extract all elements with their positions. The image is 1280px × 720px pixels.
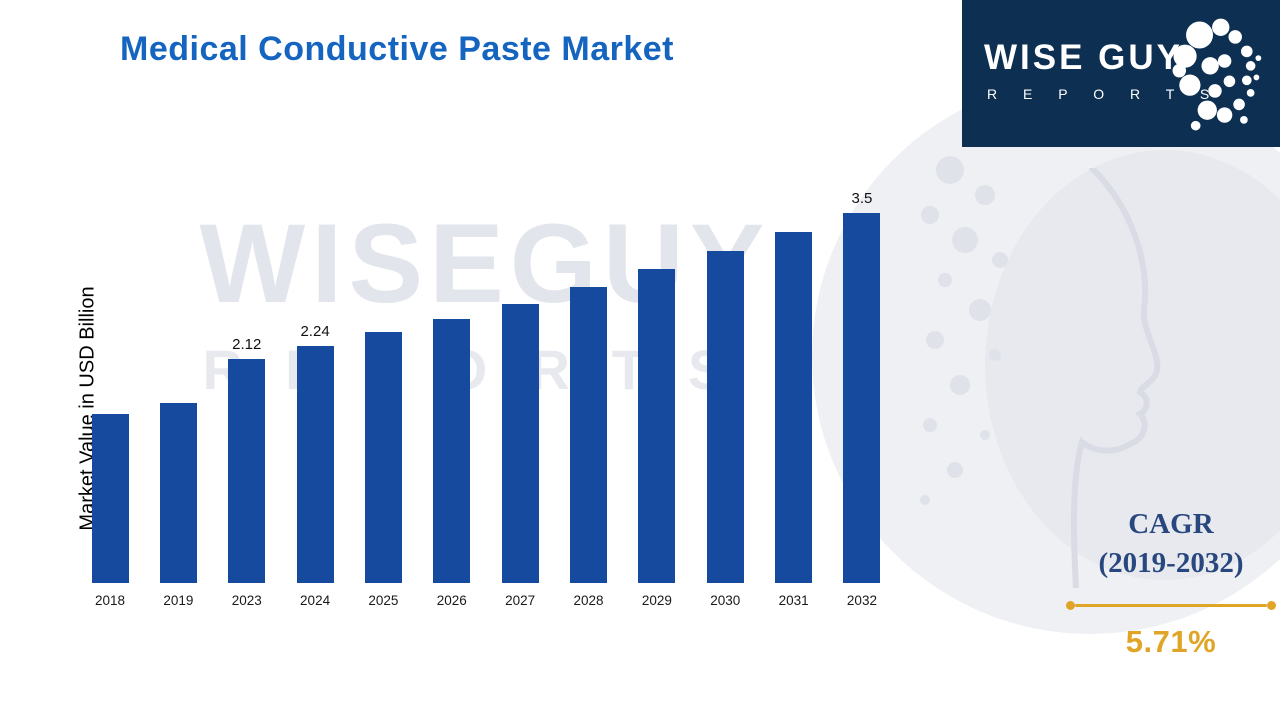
wiseguy-logo-block: WISE GUY R E P O R T S bbox=[962, 0, 1280, 147]
bar bbox=[501, 304, 539, 583]
divider-dot-right bbox=[1267, 601, 1276, 611]
x-tick-label: 2029 bbox=[641, 593, 672, 608]
bar bbox=[570, 287, 608, 583]
cagr-block: CAGR (2019-2032) 5.71% bbox=[1066, 505, 1276, 660]
bar bbox=[364, 332, 402, 583]
x-tick-label: 2024 bbox=[300, 593, 331, 608]
cagr-value: 5.71% bbox=[1125, 624, 1217, 660]
bar bbox=[91, 414, 129, 583]
bar bbox=[296, 346, 334, 583]
bar bbox=[775, 232, 813, 583]
x-tick-label: 2032 bbox=[846, 593, 877, 608]
x-tick-label: 2028 bbox=[573, 593, 604, 608]
bar bbox=[843, 213, 881, 583]
logo-name: WISE GUY bbox=[984, 38, 1184, 77]
divider-line bbox=[1075, 604, 1267, 608]
bar-column: 2026 bbox=[418, 160, 486, 608]
x-tick-label: 2019 bbox=[163, 593, 194, 608]
x-tick-label: 2027 bbox=[505, 593, 536, 608]
bar-column: 2019 bbox=[144, 160, 212, 608]
bar bbox=[706, 251, 744, 583]
decorative-dots bbox=[920, 156, 1008, 505]
bar bbox=[433, 319, 471, 583]
bar bbox=[159, 403, 197, 583]
bar-column: 2027 bbox=[486, 160, 554, 608]
bar-column: 2028 bbox=[555, 160, 623, 608]
divider-dot-left bbox=[1066, 601, 1075, 611]
bar-value-label: 2.12 bbox=[232, 336, 262, 353]
bar bbox=[638, 269, 676, 583]
wiseguy-logo: WISE GUY R E P O R T S bbox=[984, 38, 1220, 102]
bar-column: 2.24 2024 bbox=[281, 160, 349, 608]
bars: 2018 2019 2.12 2023 2.24 2024 2025 2026 2027 2028… bbox=[76, 160, 896, 608]
bar-column: 2.12 2023 bbox=[213, 160, 281, 608]
bar-chart: Market Value in USD Billion 2018 2019 2.12… bbox=[76, 152, 896, 622]
bar-column: 3.5 2032 bbox=[828, 160, 896, 608]
x-tick-label: 2018 bbox=[94, 593, 126, 608]
bar-value-label: 3.5 bbox=[851, 190, 873, 207]
cagr-range: (2019-2032) bbox=[1098, 547, 1244, 580]
cagr-label: CAGR bbox=[1128, 508, 1214, 540]
face-profile-outline bbox=[1071, 168, 1161, 588]
bar bbox=[228, 359, 266, 583]
logo-subtitle: R E P O R T S bbox=[987, 86, 1221, 102]
x-tick-label: 2023 bbox=[231, 593, 262, 608]
bar-column: 2018 bbox=[76, 160, 144, 608]
x-tick-label: 2031 bbox=[778, 593, 809, 608]
bar-column: 2030 bbox=[691, 160, 759, 608]
page-title: Medical Conductive Paste Market bbox=[120, 30, 675, 68]
logo-head-icon bbox=[1172, 18, 1262, 131]
bar-column: 2029 bbox=[623, 160, 691, 608]
x-tick-label: 2025 bbox=[368, 593, 399, 608]
cagr-divider-line bbox=[1066, 601, 1276, 611]
x-tick-label: 2026 bbox=[436, 593, 467, 608]
bar-column: 2025 bbox=[349, 160, 417, 608]
bar-value-label: 2.24 bbox=[300, 323, 330, 340]
bar-column: 2031 bbox=[760, 160, 828, 608]
x-tick-label: 2030 bbox=[710, 593, 741, 608]
